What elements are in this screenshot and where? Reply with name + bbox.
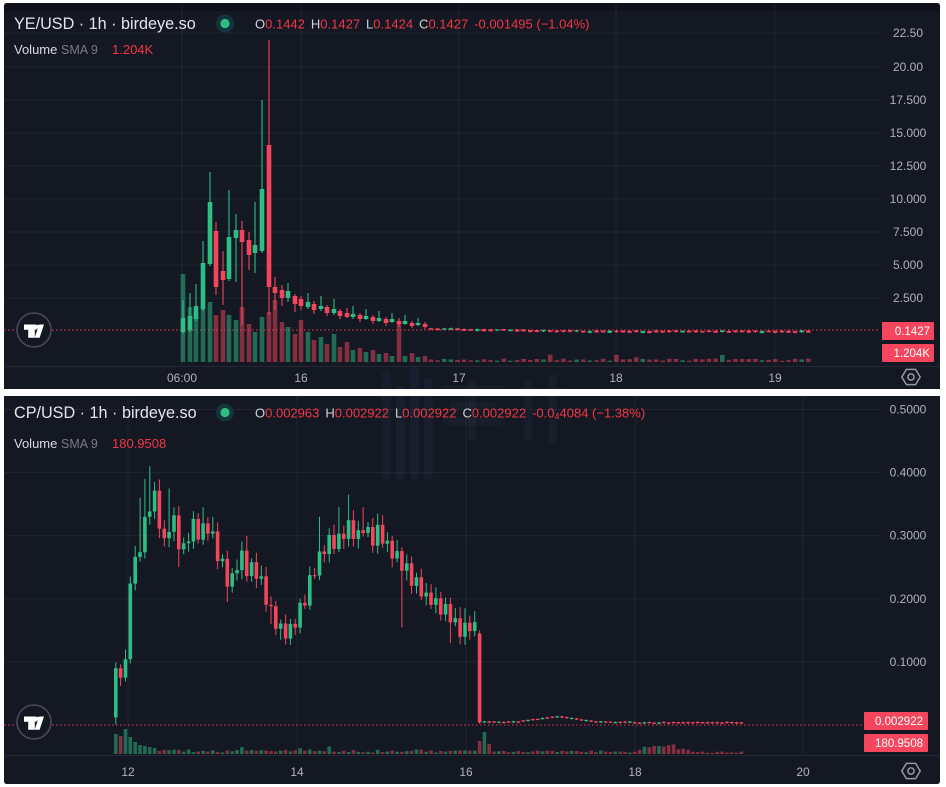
svg-text:1.204K: 1.204K	[894, 348, 931, 360]
svg-text:Volume: Volume	[14, 436, 57, 451]
svg-text:10.000: 10.000	[890, 192, 927, 206]
svg-text:0.4000: 0.4000	[890, 466, 927, 480]
svg-text:14: 14	[290, 765, 304, 779]
svg-text:0.3000: 0.3000	[890, 529, 927, 543]
svg-text:18: 18	[628, 765, 642, 779]
svg-text:Volume: Volume	[14, 42, 57, 57]
svg-text:CP/USD · 1h · birdeye.so: CP/USD · 1h · birdeye.so	[14, 404, 197, 422]
svg-text:16: 16	[459, 765, 473, 779]
svg-text:0.2000: 0.2000	[890, 592, 927, 606]
svg-text:7.500: 7.500	[893, 225, 923, 239]
svg-text:12: 12	[121, 765, 135, 779]
svg-text:0.1427: 0.1427	[895, 326, 930, 338]
svg-text:06:00: 06:00	[167, 371, 197, 385]
svg-text:16: 16	[294, 371, 308, 385]
svg-text:5.000: 5.000	[893, 258, 923, 272]
svg-text:17: 17	[452, 371, 466, 385]
svg-text:20.00: 20.00	[893, 60, 923, 74]
svg-text:2.500: 2.500	[893, 291, 923, 305]
svg-text:18: 18	[609, 371, 623, 385]
svg-text:180.9508: 180.9508	[112, 436, 166, 451]
svg-text:19: 19	[768, 371, 782, 385]
svg-text:SMA 9: SMA 9	[61, 437, 98, 451]
svg-text:SMA 9: SMA 9	[61, 43, 98, 57]
svg-text:15.000: 15.000	[890, 126, 927, 140]
svg-text:1.204K: 1.204K	[112, 42, 154, 57]
svg-text:17.500: 17.500	[890, 93, 927, 107]
svg-text:YE/USD · 1h · birdeye.so: YE/USD · 1h · birdeye.so	[14, 15, 196, 33]
svg-text:180.9508: 180.9508	[875, 738, 923, 750]
svg-text:0.1000: 0.1000	[890, 655, 927, 669]
svg-text:0.5000: 0.5000	[890, 403, 927, 417]
svg-text:0.002922: 0.002922	[875, 716, 923, 728]
svg-text:22.50: 22.50	[893, 26, 923, 40]
svg-text:12.500: 12.500	[890, 159, 927, 173]
svg-text:20: 20	[796, 765, 810, 779]
